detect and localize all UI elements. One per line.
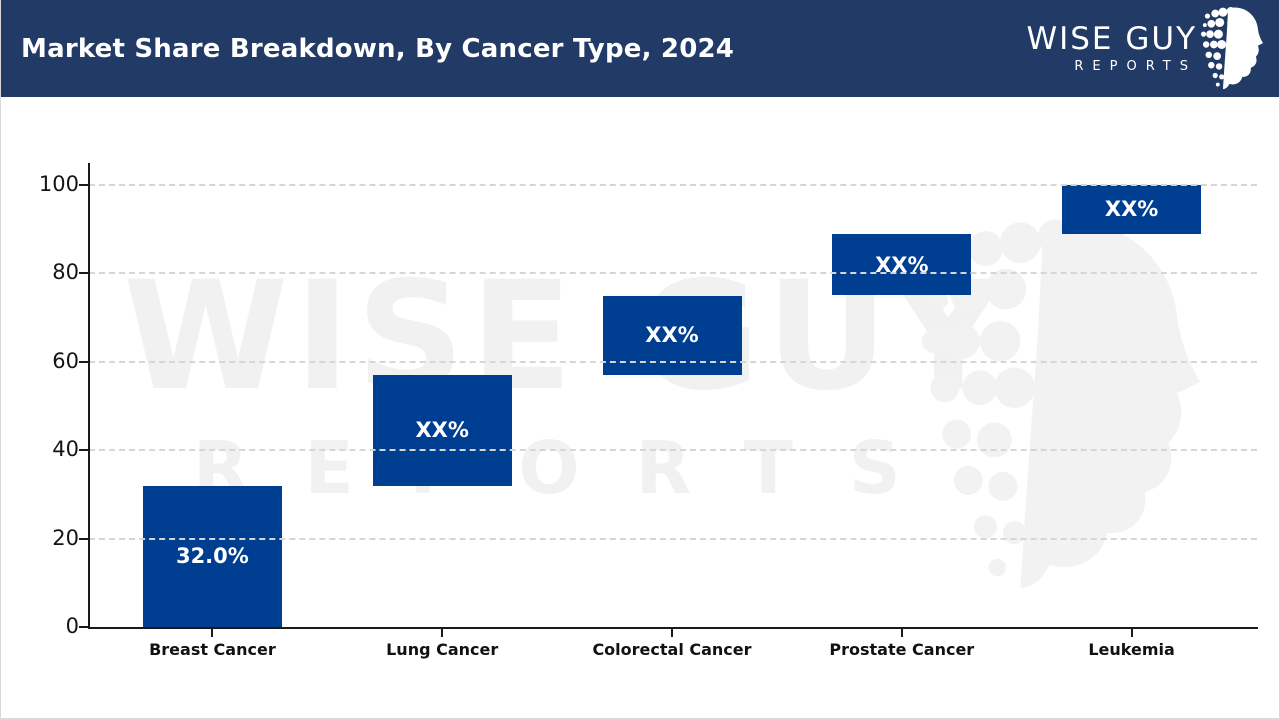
y-tick-mark — [79, 449, 89, 452]
y-tick-label: 0 — [65, 614, 79, 638]
x-tick-mark — [1130, 629, 1133, 637]
y-tick-mark — [79, 360, 89, 363]
y-tick-label: 20 — [52, 525, 79, 550]
y-tick-label: 80 — [52, 260, 79, 285]
y-tick-label: 60 — [52, 348, 79, 373]
logo-wordmark: WISE GUY — [1026, 21, 1197, 57]
gridline — [89, 449, 1257, 452]
x-category-label: Leukemia — [1088, 640, 1175, 659]
x-tick-mark — [211, 629, 214, 637]
gridline — [89, 272, 1257, 275]
y-axis-line — [88, 162, 90, 629]
x-category-label: Colorectal Cancer — [592, 640, 752, 659]
x-tick-mark — [671, 629, 673, 637]
logo-subtitle: REPORTS — [1074, 59, 1197, 74]
y-tick-mark — [79, 626, 89, 628]
bar-value-label: XX% — [1104, 197, 1159, 222]
gridline — [89, 360, 1257, 363]
x-category-label: Prostate Cancer — [829, 640, 975, 659]
y-tick-label: 40 — [52, 437, 79, 462]
wise-guy-logo: WISE GUY REPORTS — [1026, 6, 1265, 91]
bar-segment: XX% — [1062, 185, 1202, 234]
x-category-label: Lung Cancer — [386, 640, 499, 659]
x-tick-mark — [900, 629, 903, 637]
bar-segment: XX% — [372, 375, 512, 486]
y-tick-mark — [79, 537, 89, 540]
x-category-label: Breast Cancer — [149, 640, 276, 659]
bar-value-label: 32.0% — [175, 544, 249, 569]
y-tick-mark — [79, 272, 89, 275]
y-tick-label: 100 — [38, 172, 79, 196]
bar-value-label: XX% — [645, 323, 699, 348]
header: Market Share Breakdown, By Cancer Type, … — [1, 0, 1279, 97]
bar-value-label: XX% — [415, 418, 469, 443]
gridline — [89, 184, 1257, 186]
x-tick-mark — [441, 629, 444, 637]
bar-segment: XX% — [832, 233, 972, 296]
bar-segment: 32.0% — [142, 485, 282, 627]
x-axis-line — [88, 627, 1258, 629]
y-tick-mark — [79, 184, 89, 186]
gridline — [89, 537, 1257, 540]
logo-head-icon — [1200, 6, 1264, 89]
chart-title: Market Share Breakdown, By Cancer Type, … — [21, 33, 735, 64]
bar-segment: XX% — [602, 295, 742, 376]
